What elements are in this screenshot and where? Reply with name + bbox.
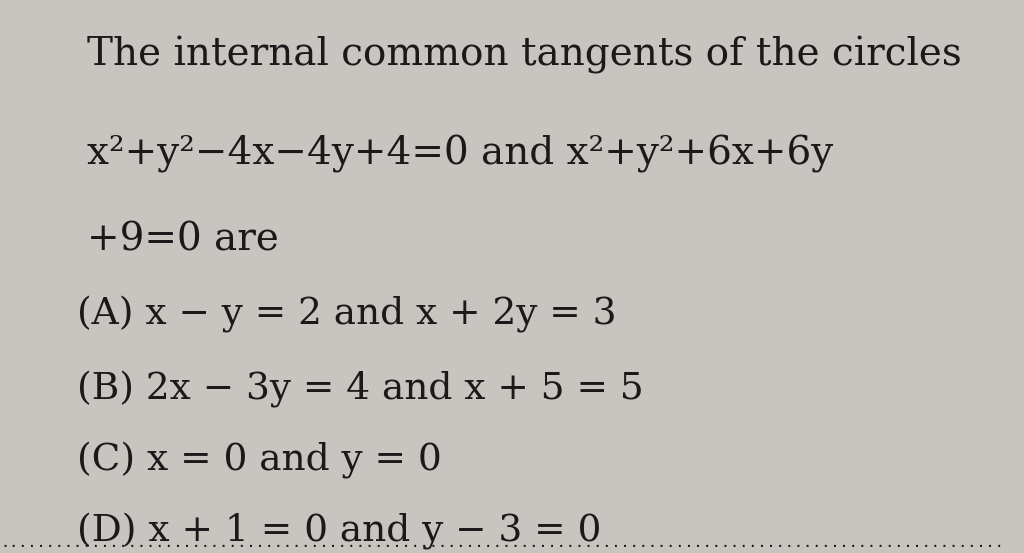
Text: ................................................................................: ........................................… <box>0 535 1004 550</box>
Text: (A) x − y = 2 and x + 2y = 3: (A) x − y = 2 and x + 2y = 3 <box>77 296 616 333</box>
Text: (D) x + 1 = 0 and y − 3 = 0: (D) x + 1 = 0 and y − 3 = 0 <box>77 513 601 550</box>
Text: (C) x = 0 and y = 0: (C) x = 0 and y = 0 <box>77 442 441 479</box>
Text: x²+y²−4x−4y+4=0 and x²+y²+6x+6y: x²+y²−4x−4y+4=0 and x²+y²+6x+6y <box>87 135 834 174</box>
Text: +9=0 are: +9=0 are <box>87 221 279 258</box>
Text: (B) 2x − 3y = 4 and x + 5 = 5: (B) 2x − 3y = 4 and x + 5 = 5 <box>77 371 643 408</box>
Text: The internal common tangents of the circles: The internal common tangents of the circ… <box>87 36 962 74</box>
